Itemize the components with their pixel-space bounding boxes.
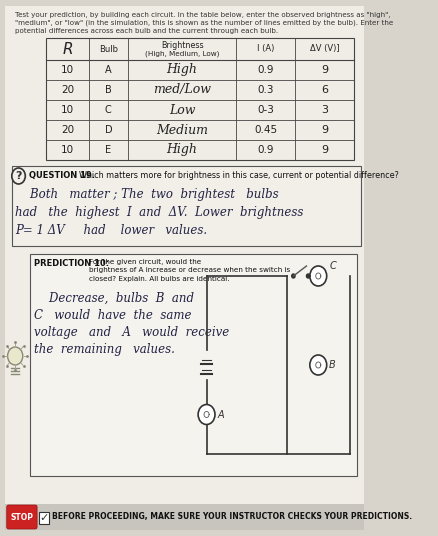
- Text: voltage   and   A   would  receive: voltage and A would receive: [34, 326, 229, 339]
- Text: 20: 20: [61, 85, 74, 95]
- Text: 10: 10: [61, 145, 74, 155]
- Text: P= 1 ΔV     had    lower   values.: P= 1 ΔV had lower values.: [15, 224, 207, 237]
- Text: C: C: [105, 105, 112, 115]
- Text: Decrease,  bulbs  B  and: Decrease, bulbs B and: [34, 292, 194, 305]
- Circle shape: [198, 405, 215, 425]
- Text: B: B: [329, 360, 336, 370]
- Text: QUESTION 19.: QUESTION 19.: [28, 171, 95, 180]
- Text: potential differences across each bulb and the current through each bulb.: potential differences across each bulb a…: [15, 28, 278, 34]
- Bar: [12, 166, 361, 246]
- Text: 0.45: 0.45: [254, 125, 277, 135]
- Text: 9: 9: [321, 145, 328, 155]
- Text: PREDICTION 10:: PREDICTION 10:: [34, 259, 109, 268]
- Text: R: R: [62, 41, 73, 56]
- Text: Bulb: Bulb: [99, 44, 118, 54]
- Text: D: D: [105, 125, 112, 135]
- Text: med/Low: med/Low: [153, 84, 211, 96]
- Text: 9: 9: [321, 125, 328, 135]
- Circle shape: [7, 347, 23, 365]
- Text: (High, Medium, Low): (High, Medium, Low): [145, 51, 219, 57]
- Text: BEFORE PROCEEDING, MAKE SURE YOUR INSTRUCTOR CHECKS YOUR PREDICTIONS.: BEFORE PROCEEDING, MAKE SURE YOUR INSTRU…: [52, 512, 413, 522]
- Text: had   the  highest  I  and  ΔV.  Lower  brightness: had the highest I and ΔV. Lower brightne…: [15, 206, 304, 219]
- Text: 0-3: 0-3: [257, 105, 274, 115]
- Bar: [29, 254, 357, 476]
- Text: Medium: Medium: [156, 123, 208, 137]
- Text: E: E: [105, 145, 111, 155]
- FancyBboxPatch shape: [7, 505, 37, 529]
- Text: 3: 3: [321, 105, 328, 115]
- Text: High: High: [167, 63, 198, 77]
- Text: 0.9: 0.9: [257, 145, 274, 155]
- Text: C   would  have  the  same: C would have the same: [34, 309, 191, 322]
- Text: ?: ?: [15, 171, 22, 181]
- Circle shape: [307, 274, 310, 278]
- Text: 20: 20: [61, 125, 74, 135]
- FancyBboxPatch shape: [5, 6, 364, 530]
- Text: 0.9: 0.9: [257, 65, 274, 75]
- Text: "medium", or "low" (in the simulation, this is shown as the number of lines emit: "medium", or "low" (in the simulation, t…: [15, 20, 393, 26]
- Text: ✓: ✓: [39, 513, 49, 523]
- Bar: [5, 504, 364, 530]
- Text: the  remaining   values.: the remaining values.: [34, 343, 175, 356]
- Text: STOP: STOP: [11, 512, 33, 522]
- Text: Which matters more for brightness in this case, current or potential difference?: Which matters more for brightness in thi…: [79, 171, 399, 180]
- Text: High: High: [167, 144, 198, 157]
- Circle shape: [12, 168, 25, 184]
- Text: ΔV (V)]: ΔV (V)]: [310, 44, 339, 54]
- Circle shape: [310, 266, 327, 286]
- Text: C: C: [329, 261, 336, 271]
- Text: 9: 9: [321, 65, 328, 75]
- Text: Low: Low: [169, 103, 195, 116]
- Circle shape: [292, 274, 295, 278]
- Text: I (A): I (A): [257, 44, 274, 54]
- Text: 10: 10: [61, 105, 74, 115]
- Bar: [39, 512, 49, 524]
- Text: 6: 6: [321, 85, 328, 95]
- Text: Brightness: Brightness: [161, 41, 203, 49]
- Bar: [46, 38, 354, 160]
- Text: B: B: [105, 85, 112, 95]
- Text: A: A: [105, 65, 112, 75]
- Text: 0.3: 0.3: [257, 85, 274, 95]
- Text: Test your prediction, by building each circuit. In the table below, enter the ob: Test your prediction, by building each c…: [15, 12, 391, 18]
- Circle shape: [310, 355, 327, 375]
- Text: 10: 10: [61, 65, 74, 75]
- Text: Both   matter ; The  two  brightest   bulbs: Both matter ; The two brightest bulbs: [15, 188, 279, 201]
- Text: A: A: [218, 410, 224, 420]
- Text: For the given circuit, would the
brightness of A increase or decrease when the s: For the given circuit, would the brightn…: [88, 259, 290, 281]
